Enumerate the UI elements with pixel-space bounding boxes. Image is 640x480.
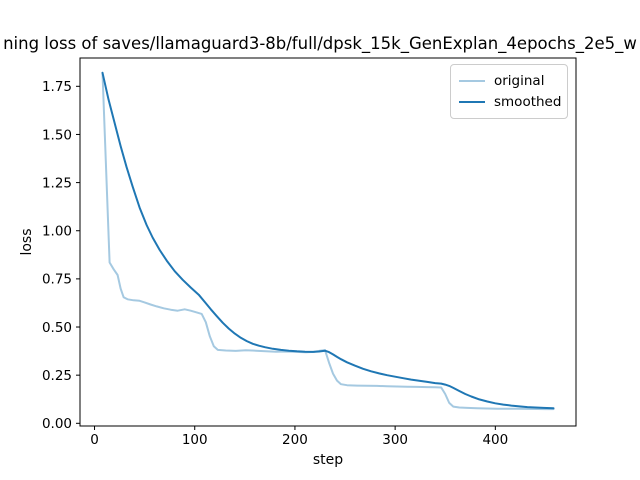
y-tick-label: 0.25 bbox=[42, 368, 72, 384]
y-tick-label: 1.50 bbox=[42, 127, 72, 143]
x-tick-label: 300 bbox=[382, 432, 408, 448]
y-tick-label: 1.00 bbox=[42, 224, 72, 240]
y-tick-label: 0.00 bbox=[42, 416, 72, 432]
y-tick-label: 1.75 bbox=[42, 79, 72, 95]
y-axis-label: loss bbox=[19, 228, 35, 256]
x-tick-label: 400 bbox=[482, 432, 508, 448]
legend-entry-original: original bbox=[459, 70, 559, 91]
chart-title: ning loss of saves/llamaguard3-8b/full/d… bbox=[3, 34, 637, 53]
y-tick-label: 0.75 bbox=[42, 272, 72, 288]
legend-swatch-smoothed-line bbox=[459, 100, 485, 103]
x-tick-label: 200 bbox=[282, 432, 308, 448]
x-tick-label: 0 bbox=[90, 432, 99, 448]
y-tick-label: 0.50 bbox=[42, 320, 72, 336]
y-tick-label: 1.25 bbox=[42, 175, 72, 191]
series-smoothed-line bbox=[101, 71, 555, 410]
x-axis-label: step bbox=[312, 452, 344, 468]
legend: original smoothed bbox=[450, 64, 568, 119]
legend-label-original: original bbox=[494, 72, 545, 89]
x-tick-label: 100 bbox=[182, 432, 208, 448]
legend-swatch-original-line bbox=[459, 79, 485, 82]
legend-entry-smoothed: smoothed bbox=[459, 91, 562, 112]
axes-frame bbox=[79, 57, 577, 427]
legend-label-smoothed: smoothed bbox=[494, 93, 562, 110]
series-original-line bbox=[101, 71, 555, 411]
